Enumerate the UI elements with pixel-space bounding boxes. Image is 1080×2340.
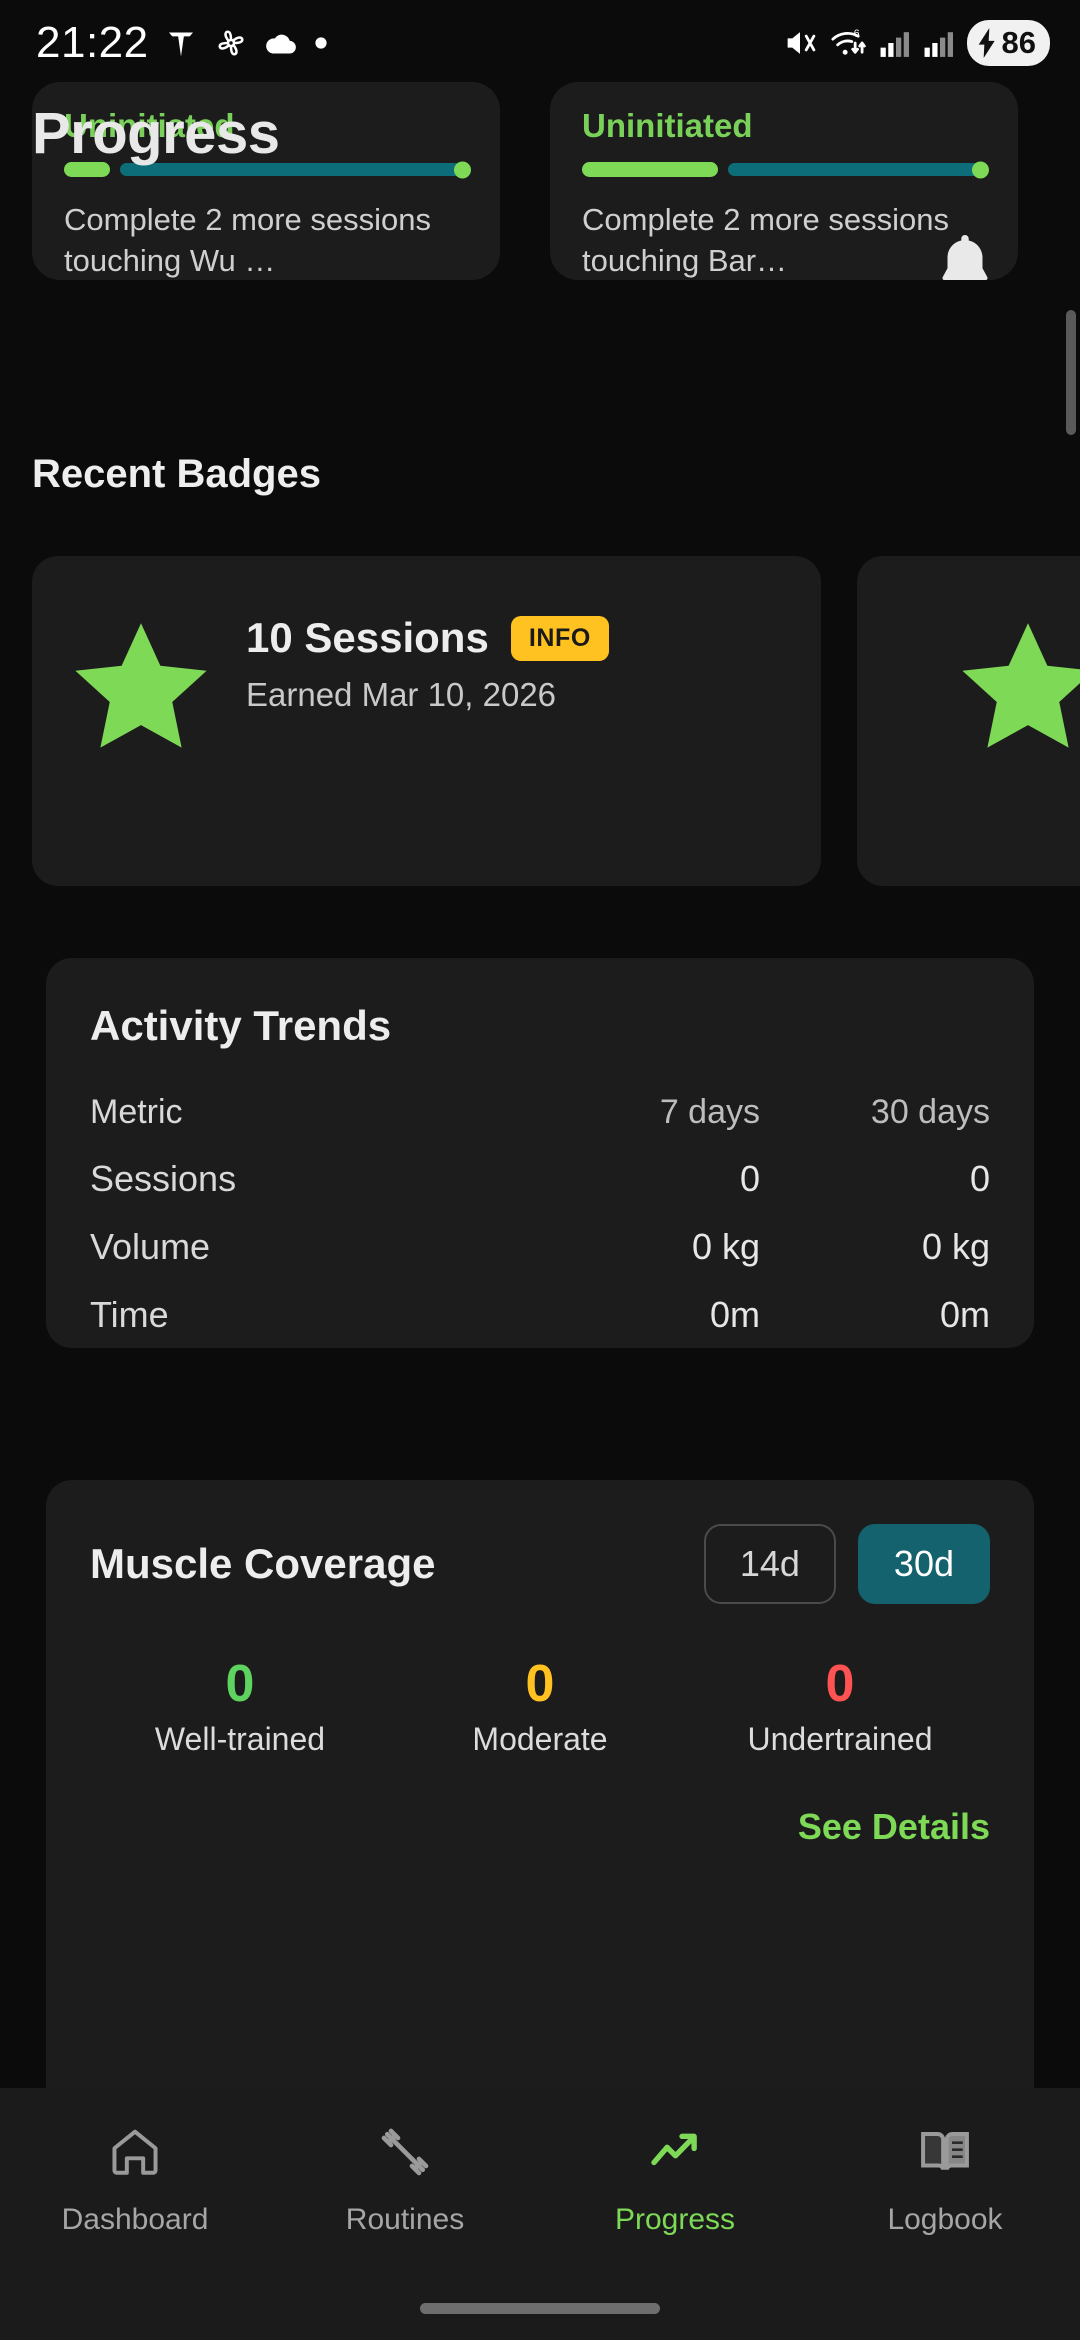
see-details-link[interactable]: See Details [797, 1806, 990, 1848]
nav-label: Dashboard [61, 2203, 209, 2236]
table-row: Time 0m 0m [90, 1281, 990, 1349]
cloud-icon [263, 28, 299, 58]
scrollbar-thumb[interactable] [1066, 310, 1076, 435]
goal-card[interactable]: Uninitiated Complete 2 more sessions tou… [32, 82, 500, 280]
col-7days: 7 days [659, 1093, 760, 1131]
stat-well-trained: 0 Well-trained [90, 1655, 390, 1758]
goal-card-carousel[interactable]: Uninitiated Complete 2 more sessions tou… [32, 82, 1080, 280]
nav-label: Progress [614, 2203, 736, 2236]
table-header-row: Metric 7 days 30 days [90, 1080, 990, 1145]
row-label: Volume [90, 1226, 211, 1267]
goal-description: Complete 2 more sessions touching Wu … [64, 201, 431, 278]
activity-trends-card: Activity Trends Metric 7 days 30 days Se… [46, 958, 1034, 1348]
table-row: Volume 0 kg 0 kg [90, 1213, 990, 1281]
badge-info-button[interactable]: INFO [510, 615, 609, 661]
wifi-icon: 6 [829, 26, 869, 60]
star-icon [953, 612, 1080, 767]
goal-progress-bar [582, 161, 989, 179]
mute-icon [781, 26, 819, 60]
muscle-coverage-stats: 0 Well-trained 0 Moderate 0 Undertrained [90, 1655, 990, 1758]
nav-item-dashboard[interactable]: Dashboard [0, 2124, 270, 2237]
nav-item-logbook[interactable]: Logbook [810, 2124, 1080, 2237]
progress-track [120, 161, 471, 179]
stat-undertrained: 0 Undertrained [690, 1655, 990, 1758]
badge-title-row: 10 Sessions INFO [246, 614, 609, 662]
range-toggle-14d[interactable]: 14d [703, 1524, 836, 1604]
progress-endpoint-dot [454, 161, 471, 179]
row-7d: 0 [739, 1158, 760, 1199]
stat-moderate: 0 Moderate [390, 1655, 690, 1758]
col-metric: Metric [90, 1093, 183, 1131]
badges-carousel[interactable]: 10 Sessions INFO Earned Mar 10, 2026 [32, 556, 1080, 886]
stat-label: Moderate [472, 1721, 608, 1758]
goal-progress-bar [64, 161, 471, 179]
charging-bolt-icon [976, 28, 998, 58]
badge-text-block: 10 Sessions INFO Earned Mar 10, 2026 [246, 602, 609, 714]
battery-level: 86 [1001, 25, 1036, 60]
bottom-navigation: Dashboard Routines Progress [0, 2088, 1080, 2340]
nav-item-progress[interactable]: Progress [540, 2124, 810, 2237]
signal-icon-2 [923, 27, 957, 59]
fan-icon [213, 25, 249, 61]
status-bar: 21:22 [0, 0, 1080, 86]
dumbbell-icon [377, 2124, 433, 2185]
nav-label: Routines [345, 2203, 465, 2236]
row-30d: 0 [969, 1158, 990, 1199]
progress-track [728, 161, 989, 179]
page-title: Progress [32, 101, 280, 166]
progress-endpoint-dot [972, 161, 989, 179]
stat-value: 0 [825, 1655, 855, 1713]
trending-up-icon [647, 2124, 703, 2185]
nav-item-routines[interactable]: Routines [270, 2124, 540, 2237]
badge-earned-date: Earned Mar 10, 2026 [246, 676, 557, 713]
stat-label: Undertrained [747, 1721, 933, 1758]
home-icon [107, 2124, 163, 2185]
bell-icon[interactable] [934, 230, 996, 280]
muscle-coverage-header: Muscle Coverage 14d 30d [90, 1524, 990, 1604]
range-toggle-group[interactable]: 14d 30d [703, 1524, 990, 1604]
recent-badges-heading: Recent Badges [32, 452, 321, 496]
status-bar-right: 6 [781, 20, 1050, 66]
col-30days: 30 days [870, 1093, 990, 1131]
goal-status: Uninitiated [582, 107, 753, 144]
row-30d: 0m [939, 1294, 990, 1335]
activity-trends-table: Metric 7 days 30 days Sessions 0 0 Volum… [90, 1080, 990, 1349]
row-7d: 0 kg [691, 1226, 760, 1267]
nav-label: Logbook [887, 2203, 1003, 2236]
svg-text:6: 6 [853, 28, 859, 40]
progress-filled-segment [582, 162, 718, 178]
home-indicator[interactable] [420, 2303, 660, 2314]
stat-label: Well-trained [154, 1721, 326, 1758]
tesla-icon [163, 25, 199, 61]
book-icon [917, 2124, 973, 2185]
badge-card[interactable]: 10 Sessions INFO Earned Mar 10, 2026 [32, 556, 821, 886]
goal-description: Complete 2 more sessions touching Bar… [582, 201, 949, 278]
dot-icon [313, 35, 329, 51]
row-label: Sessions [90, 1158, 237, 1199]
activity-trends-title: Activity Trends [90, 1002, 392, 1049]
battery-indicator: 86 [966, 20, 1050, 66]
row-30d: 0 kg [921, 1226, 990, 1267]
clock: 21:22 [36, 18, 149, 67]
stat-value: 0 [225, 1655, 255, 1713]
stat-value: 0 [525, 1655, 555, 1713]
row-label: Time [90, 1294, 169, 1335]
row-7d: 0m [709, 1294, 760, 1335]
star-icon [66, 612, 216, 767]
signal-icon-1 [879, 27, 913, 59]
status-bar-left: 21:22 [36, 21, 329, 65]
badge-title: 10 Sessions [246, 614, 489, 661]
badge-card[interactable] [857, 556, 1080, 886]
progress-filled-segment [64, 162, 110, 178]
goal-card[interactable]: Uninitiated Complete 2 more sessions tou… [550, 82, 1018, 280]
goal-status: Uninitiated [64, 107, 235, 144]
muscle-coverage-title: Muscle Coverage [90, 1540, 436, 1587]
table-row: Sessions 0 0 [90, 1145, 990, 1213]
range-toggle-30d[interactable]: 30d [857, 1524, 990, 1604]
